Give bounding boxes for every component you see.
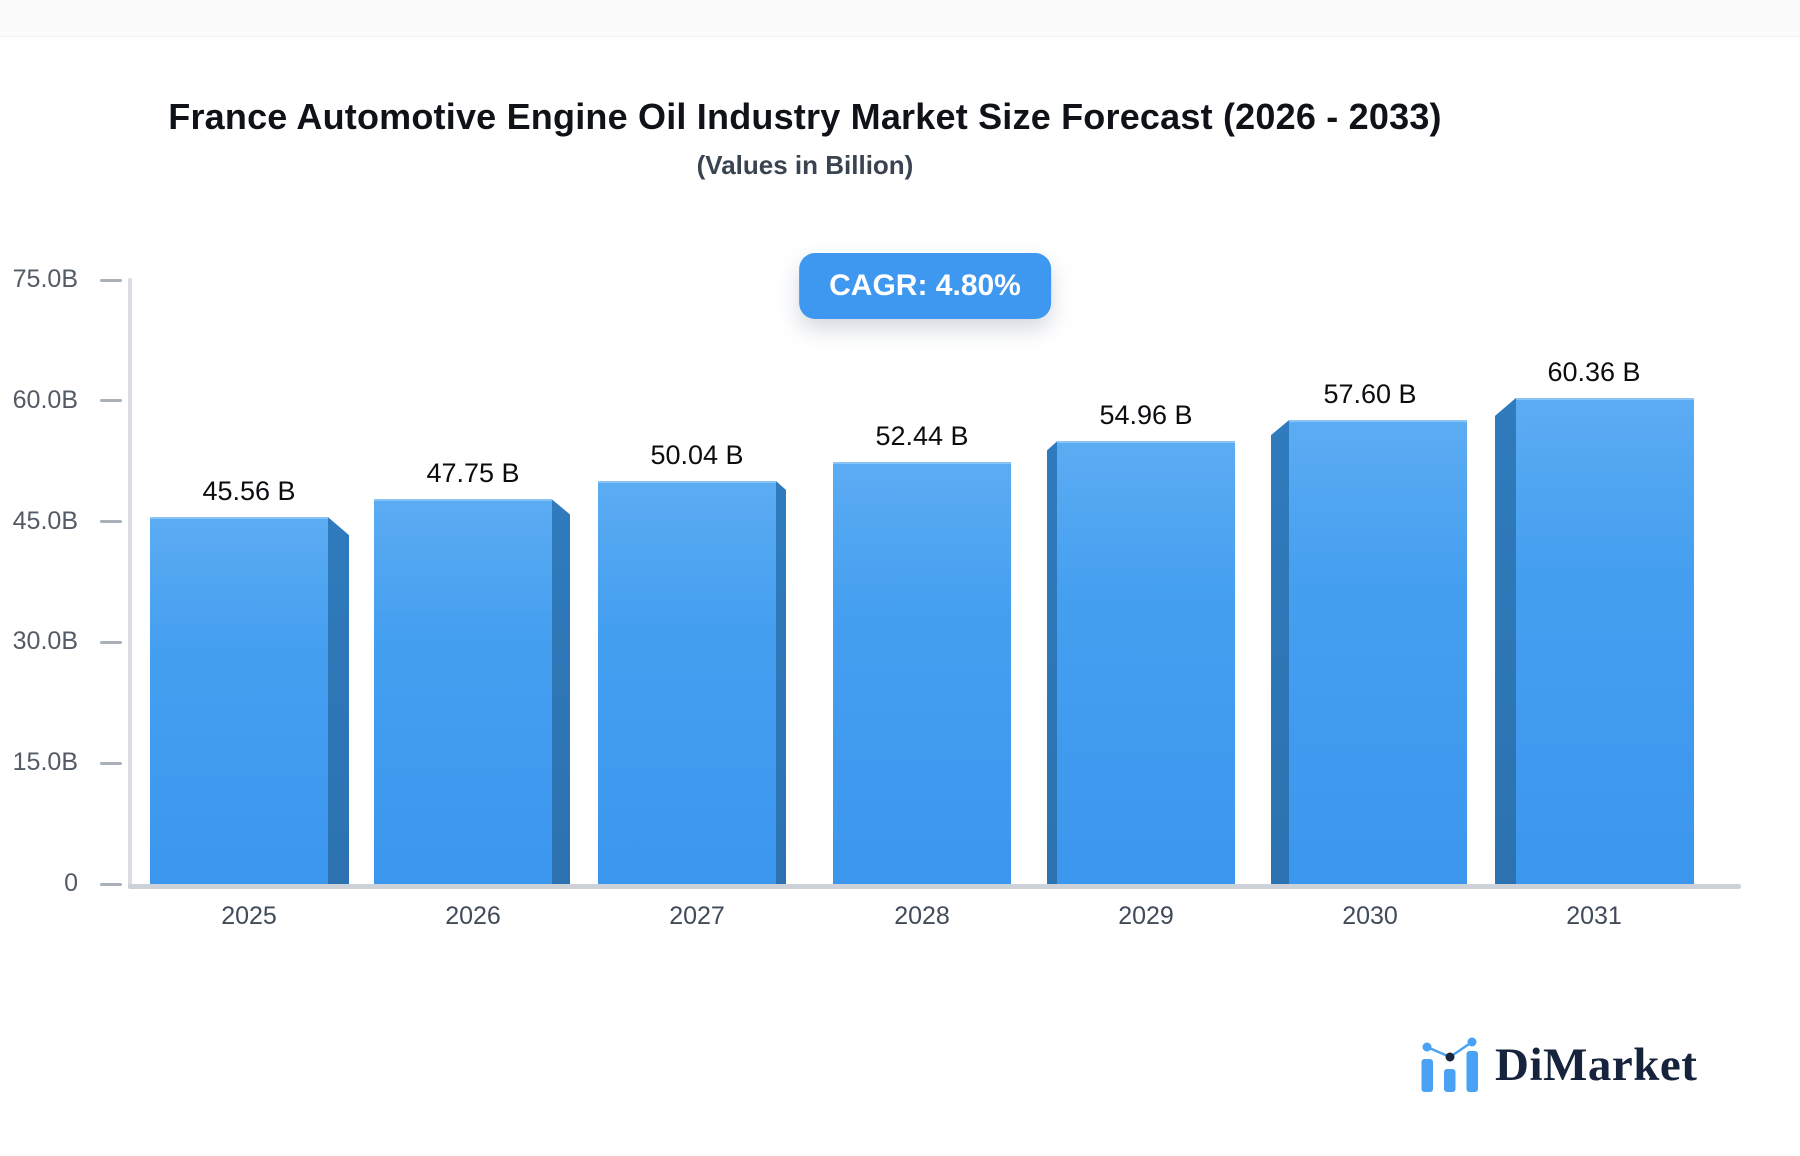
x-axis-label-2028: 2028 — [894, 902, 950, 930]
x-axis-label-2025: 2025 — [221, 902, 277, 930]
bar-value-label: 52.44 B — [875, 420, 969, 451]
mini-bar-chart-icon — [1421, 1037, 1478, 1092]
y-axis-tick-mark — [100, 640, 122, 644]
bar-side-3d — [328, 517, 349, 884]
bar-value-label: 60.36 B — [1547, 356, 1641, 387]
y-axis-tick-label: 0 — [64, 869, 78, 897]
bar-value-label: 47.75 B — [426, 458, 520, 489]
bar-face — [1516, 397, 1694, 884]
y-axis-tick-mark — [100, 399, 122, 403]
bar-2026: 47.75 B — [374, 458, 572, 884]
x-axis-label-2027: 2027 — [669, 902, 725, 930]
bar-side-3d — [1047, 441, 1057, 884]
y-axis-tick-mark — [100, 278, 122, 282]
x-axis-line — [128, 884, 1741, 889]
bar-2030: 57.60 B — [1271, 379, 1469, 884]
y-axis-tick-mark — [100, 520, 122, 524]
bar-face — [1057, 441, 1235, 884]
y-axis-tick-label: 75.0B — [12, 265, 78, 293]
bar-side-3d — [552, 499, 570, 884]
bar-side-3d — [776, 481, 786, 884]
bar-face — [1289, 420, 1467, 884]
bar-face — [150, 517, 328, 884]
chart-title: France Automotive Engine Oil Industry Ma… — [168, 96, 1442, 137]
cagr-badge: CAGR: 4.80% — [799, 253, 1051, 319]
logo-wordmark: DiMarket — [1495, 1038, 1698, 1091]
bar-face — [374, 499, 552, 884]
bar-side-3d — [1495, 397, 1516, 884]
x-axis-label-2030: 2030 — [1342, 902, 1398, 930]
x-axis-label-2029: 2029 — [1118, 902, 1174, 930]
x-axis-label-2031: 2031 — [1566, 902, 1622, 930]
bar-value-label: 50.04 B — [650, 440, 744, 470]
y-axis-line — [128, 278, 132, 886]
y-axis-tick-label: 30.0B — [12, 627, 78, 656]
bar-face — [598, 481, 776, 884]
y-axis-tick-label: 60.0B — [12, 385, 78, 414]
bar-value-label: 45.56 B — [202, 476, 296, 507]
bar-value-label: 54.96 B — [1099, 400, 1193, 431]
y-axis-tick-mark — [100, 882, 122, 886]
bar-2028: 52.44 B — [823, 421, 1021, 884]
bar-2025: 45.56 B — [150, 476, 349, 884]
x-axis-label-2026: 2026 — [445, 902, 501, 930]
bar-face — [833, 461, 1011, 884]
bar-2031: 60.36 B — [1495, 357, 1694, 884]
bar-2029: 54.96 B — [1047, 400, 1245, 884]
y-axis-tick-mark — [100, 761, 122, 765]
bar-side-3d — [1271, 420, 1289, 884]
chart-subtitle: (Values in Billion) — [696, 150, 914, 180]
dimarket-logo: DiMarket — [1420, 1036, 1697, 1094]
bar-value-label: 57.60 B — [1323, 379, 1417, 410]
y-axis-tick-label: 45.0B — [12, 506, 78, 535]
y-axis-tick-label: 15.0B — [12, 748, 78, 777]
top-strip — [0, 0, 1800, 37]
bar-2027: 50.04 B — [598, 440, 796, 884]
